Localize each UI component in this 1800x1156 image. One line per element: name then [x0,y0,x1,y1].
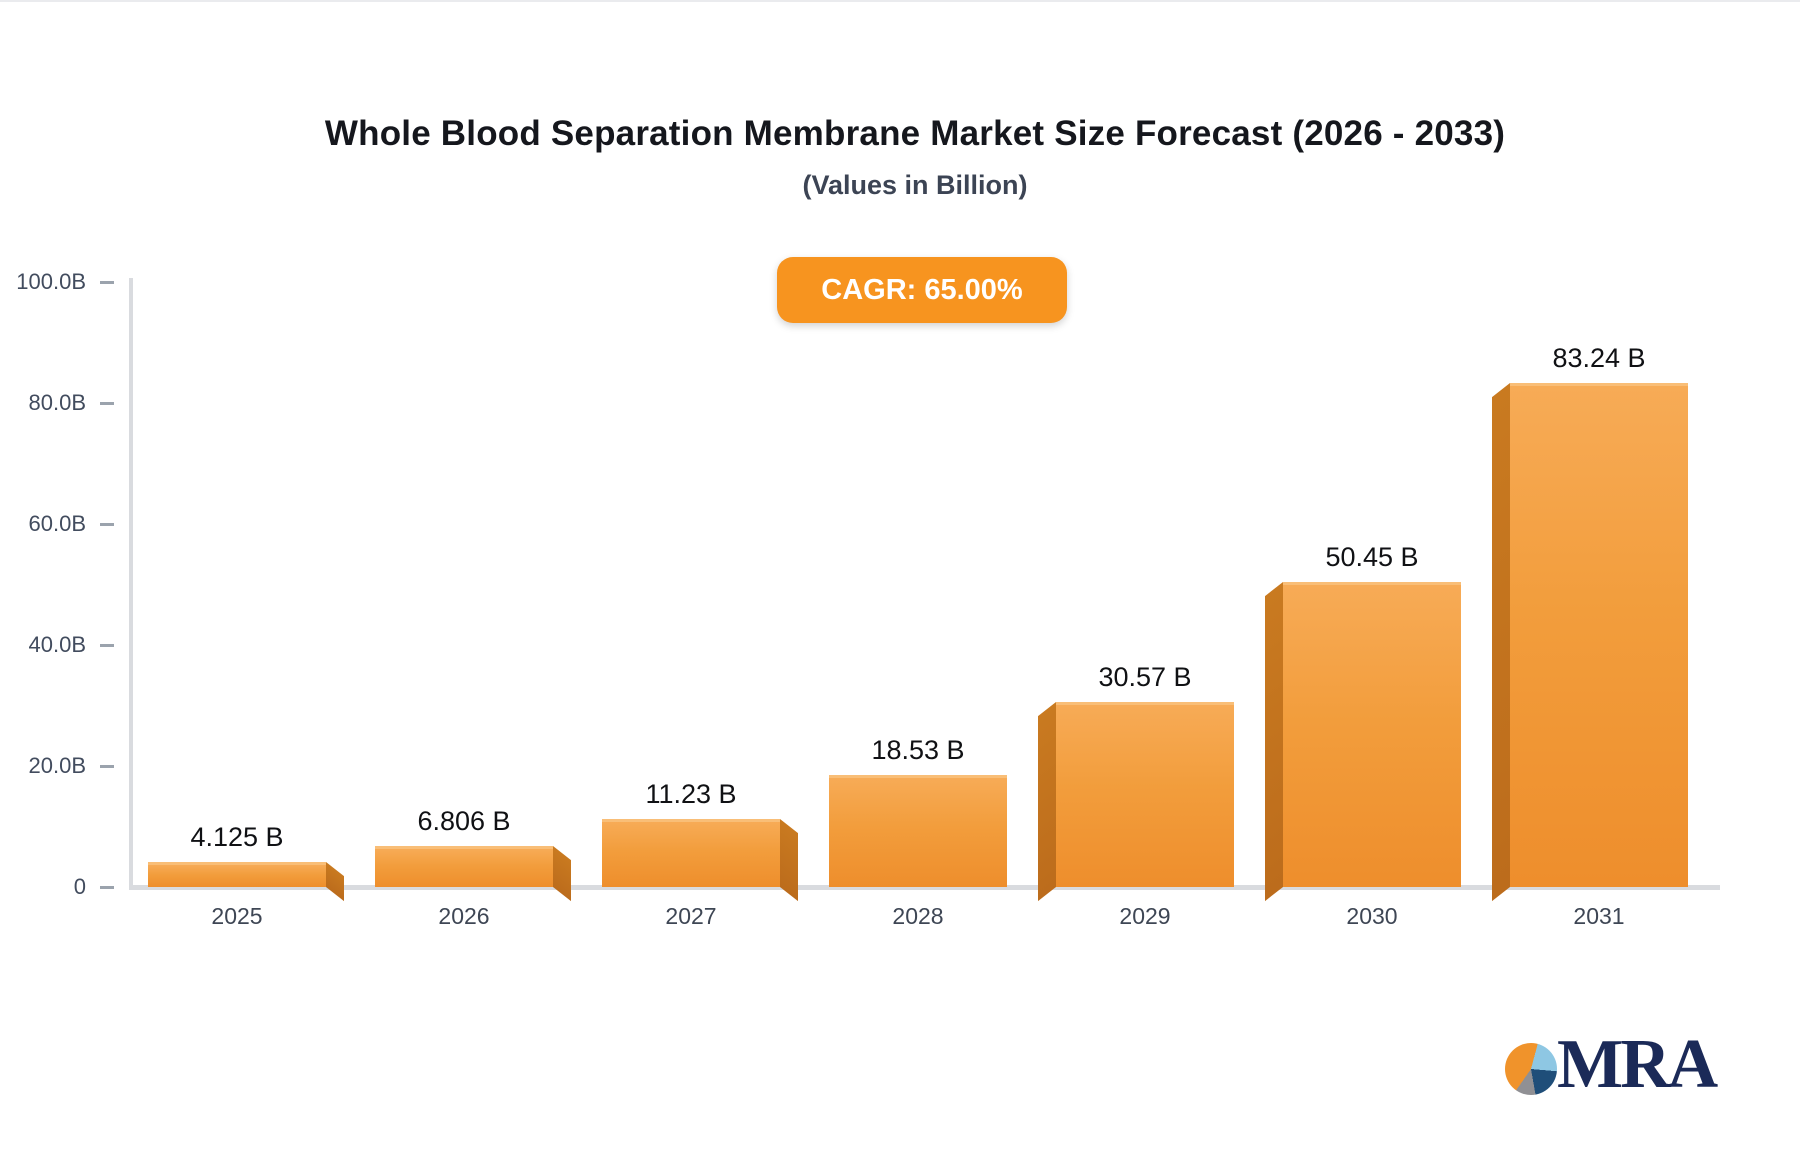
bar-3d-side [1492,383,1510,902]
x-tick-label: 2027 [665,903,717,929]
x-tick-label: 2031 [1573,903,1625,929]
chart-subtitle: (Values in Billion) [802,170,1028,200]
bar-face [148,862,326,887]
x-axis-line [129,885,1720,890]
bar-3d-side [1265,582,1283,902]
value-label: 4.125 B [190,822,284,852]
bar-2026 [375,846,571,902]
value-label: 83.24 B [1552,343,1646,373]
x-tick-label: 2026 [438,903,490,929]
bar-2029 [1038,702,1234,902]
bar-2030 [1265,582,1461,902]
y-tick-mark [100,281,114,284]
x-tick-label: 2029 [1119,903,1171,929]
bar-face [375,846,553,887]
pie-chart-logo-icon [1505,1043,1557,1095]
top-divider [0,0,1800,2]
cagr-badge: CAGR: 65.00% [777,257,1067,323]
y-tick-label: 60.0B [28,511,87,536]
bar-3d-side [1038,702,1056,902]
bar-2027 [602,819,798,902]
y-tick-mark [100,886,114,889]
x-tick-label: 2025 [211,903,263,929]
y-tick-label: 80.0B [28,390,87,415]
bar-face [1056,702,1234,887]
value-label: 11.23 B [645,779,737,809]
bar-2025 [148,862,344,902]
value-label: 18.53 B [871,735,965,765]
y-tick-mark [100,644,114,647]
y-tick-label: 20.0B [28,753,87,778]
chart-title: Whole Blood Separation Membrane Market S… [324,114,1506,153]
y-tick-label: 100.0B [16,269,86,294]
value-label: 50.45 B [1325,542,1419,572]
bar-2031 [1492,383,1688,902]
y-tick-label: 0 [73,874,86,899]
y-tick-mark [100,402,114,405]
x-tick-label: 2030 [1346,903,1398,929]
bar-3d-side [326,862,344,902]
logo-text: MRA [1557,1026,1718,1103]
value-label: 6.806 B [417,806,511,836]
bar-face [829,775,1007,887]
bar-face [602,819,780,887]
bar-face [1283,582,1461,887]
bar-3d-side [780,819,798,902]
mra-logo: MRA [1505,1026,1718,1103]
y-tick-label: 40.0B [28,632,87,657]
y-axis-line [129,278,133,889]
y-tick-mark [100,523,114,526]
value-label: 30.57 B [1098,662,1192,692]
bar-face [1510,383,1688,887]
x-tick-label: 2028 [892,903,944,929]
y-tick-mark [100,765,114,768]
bar-3d-side [553,846,571,902]
bar-2028 [829,775,1007,887]
